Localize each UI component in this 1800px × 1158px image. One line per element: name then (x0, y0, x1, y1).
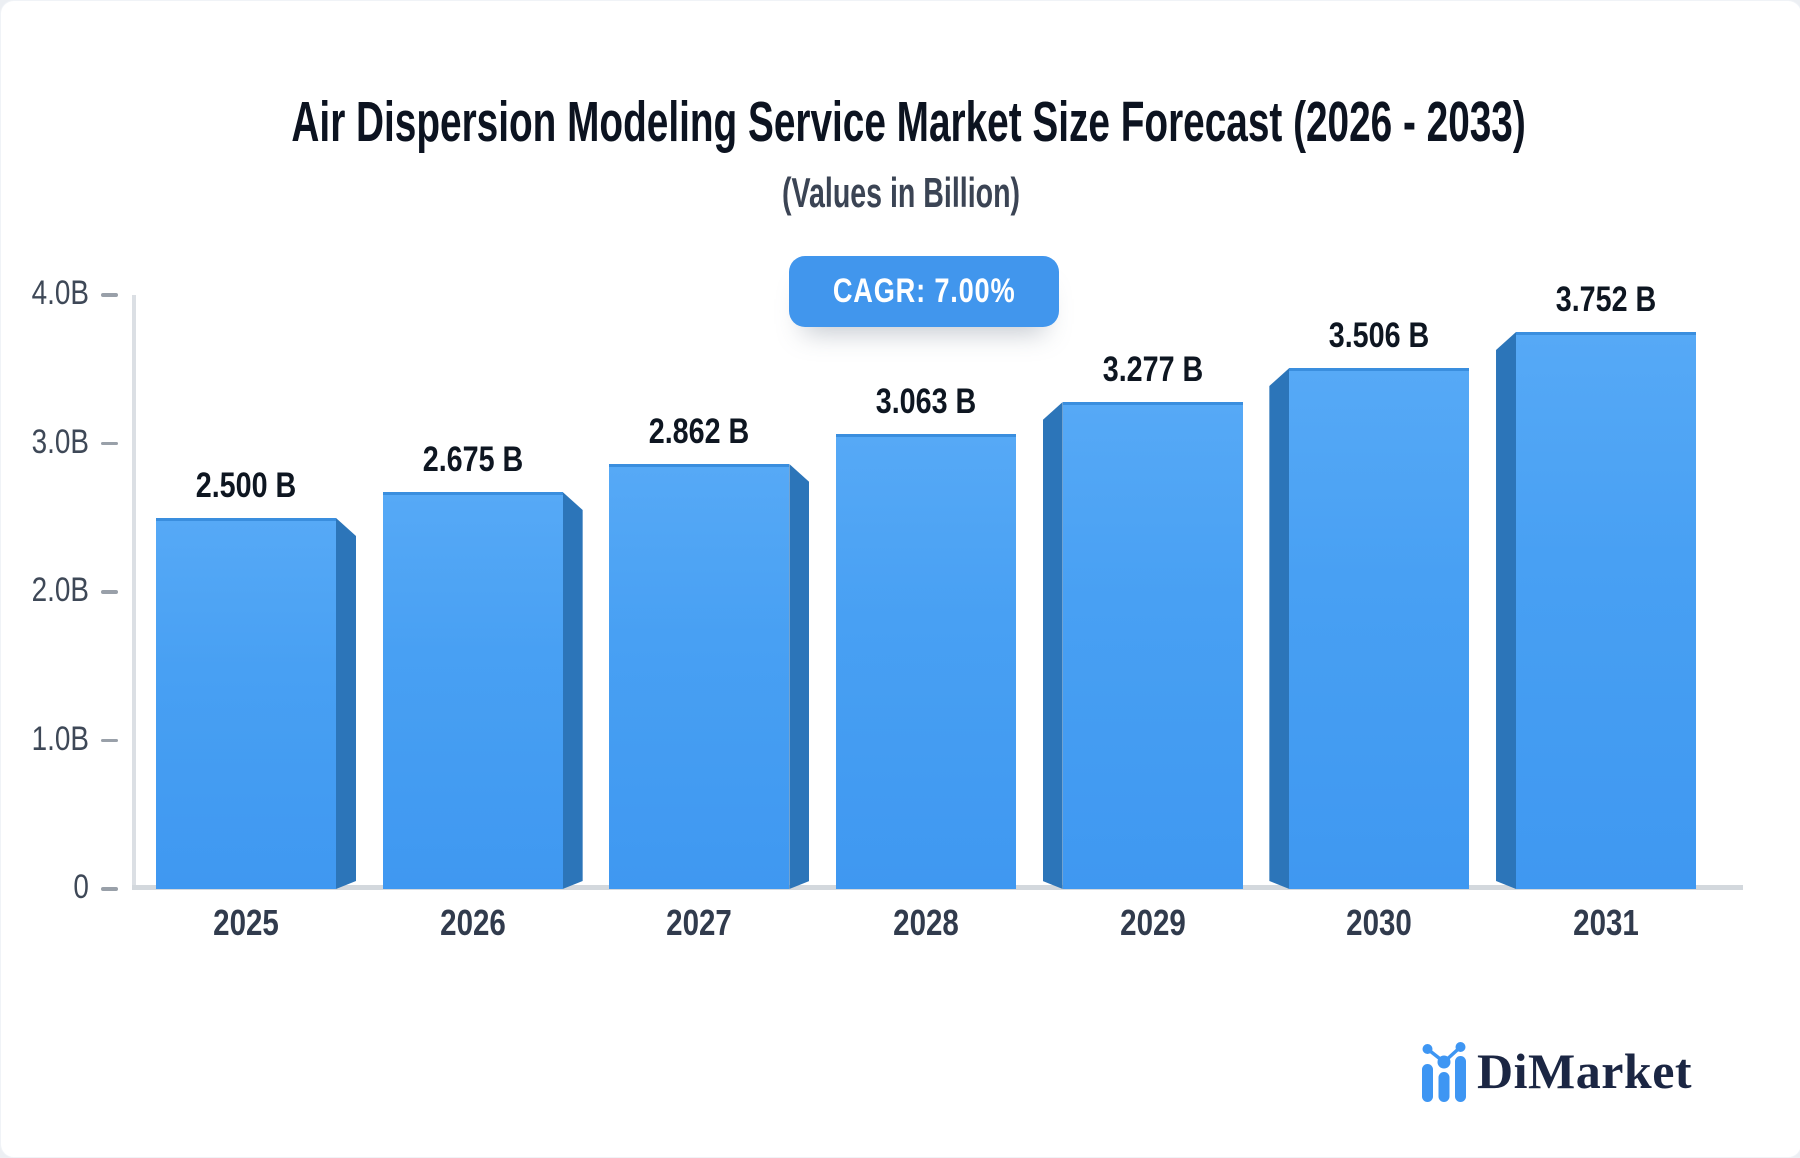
bar-value-label-2027: 2.862 B (638, 412, 761, 452)
x-tick-label-2026: 2026 (433, 902, 513, 944)
chart-title: Air Dispersion Modeling Service Market S… (1, 89, 1800, 155)
bar-value-label-2029: 3.277 B (1091, 350, 1214, 390)
bar-side-face-2029 (1043, 402, 1063, 889)
x-tick-label-2025: 2025 (206, 902, 286, 944)
y-tick-label-text: 2.0B (31, 571, 89, 609)
bar-side-face-2026 (563, 492, 583, 889)
dimarket-logo-text: DiMarket (1477, 1043, 1693, 1099)
bar-2026 (382, 492, 563, 889)
x-tick-text: 2028 (893, 902, 959, 943)
bar-2031 (1516, 332, 1697, 889)
bar-value-text: 2.500 B (195, 466, 297, 505)
bar-value-label-2025: 2.500 B (185, 466, 308, 506)
bar-side-face-2030 (1269, 368, 1289, 889)
x-tick-label-2031: 2031 (1566, 902, 1646, 944)
x-tick-label-2030: 2030 (1339, 902, 1419, 944)
y-tick-label-4.0B: 4.0B (1, 274, 89, 313)
bar-2027 (609, 464, 790, 889)
bar-chart-logo-icon (1422, 1042, 1466, 1102)
x-tick-label-2029: 2029 (1113, 902, 1193, 944)
chart-subtitle-text: (Values in Billion) (781, 169, 1021, 216)
cagr-badge: CAGR: 7.00% (789, 256, 1059, 327)
bar-2030 (1289, 368, 1470, 889)
x-tick-text: 2031 (1573, 902, 1639, 943)
x-tick-text: 2029 (1119, 902, 1186, 943)
y-tick-label-text: 0 (73, 868, 89, 906)
bar-value-text: 3.506 B (1329, 316, 1430, 355)
bar-side-face-2025 (336, 518, 356, 889)
y-tick-label-0: 0 (1, 868, 89, 907)
bar-value-label-2026: 2.675 B (411, 440, 534, 480)
bar-value-label-2028: 3.063 B (865, 382, 988, 422)
bar-value-text: 2.675 B (422, 440, 523, 479)
bar-value-label-2030: 3.506 B (1318, 316, 1441, 356)
y-tick-label-text: 1.0B (31, 719, 89, 758)
y-tick-dash-3.0B (101, 441, 118, 445)
y-tick-dash-0 (101, 887, 118, 891)
x-tick-text: 2026 (439, 902, 506, 943)
chart-subtitle: (Values in Billion) (1, 169, 1800, 217)
bar-side-face-2031 (1496, 332, 1516, 889)
bar-2029 (1062, 402, 1243, 889)
x-tick-label-2028: 2028 (886, 902, 966, 944)
x-tick-text: 2025 (213, 902, 279, 943)
y-tick-dash-1.0B (101, 738, 118, 742)
bar-value-text: 3.063 B (875, 382, 977, 421)
y-tick-label-text: 4.0B (31, 274, 89, 312)
x-tick-text: 2027 (666, 902, 733, 943)
y-tick-label-3.0B: 3.0B (1, 423, 89, 462)
y-tick-label-text: 3.0B (31, 422, 89, 461)
x-tick-text: 2030 (1346, 902, 1413, 943)
bar-value-text: 3.752 B (1555, 280, 1657, 319)
dimarket-logo: DiMarket (1421, 1039, 1692, 1103)
bar-2028 (836, 434, 1016, 889)
x-tick-label-2027: 2027 (659, 902, 739, 944)
y-tick-dash-4.0B (101, 293, 118, 297)
y-tick-label-2.0B: 2.0B (1, 571, 89, 610)
y-tick-dash-2.0B (101, 590, 118, 594)
cagr-badge-text: CAGR: 7.00% (832, 272, 1016, 310)
bar-side-face-2027 (789, 464, 809, 889)
bar-2025 (156, 518, 336, 889)
bar-value-label-2031: 3.752 B (1545, 280, 1668, 320)
y-axis-line (132, 295, 136, 889)
bar-value-text: 2.862 B (649, 412, 750, 451)
chart-title-text: Air Dispersion Modeling Service Market S… (291, 90, 1526, 154)
y-tick-label-1.0B: 1.0B (1, 720, 89, 759)
bar-value-text: 3.277 B (1102, 350, 1203, 389)
